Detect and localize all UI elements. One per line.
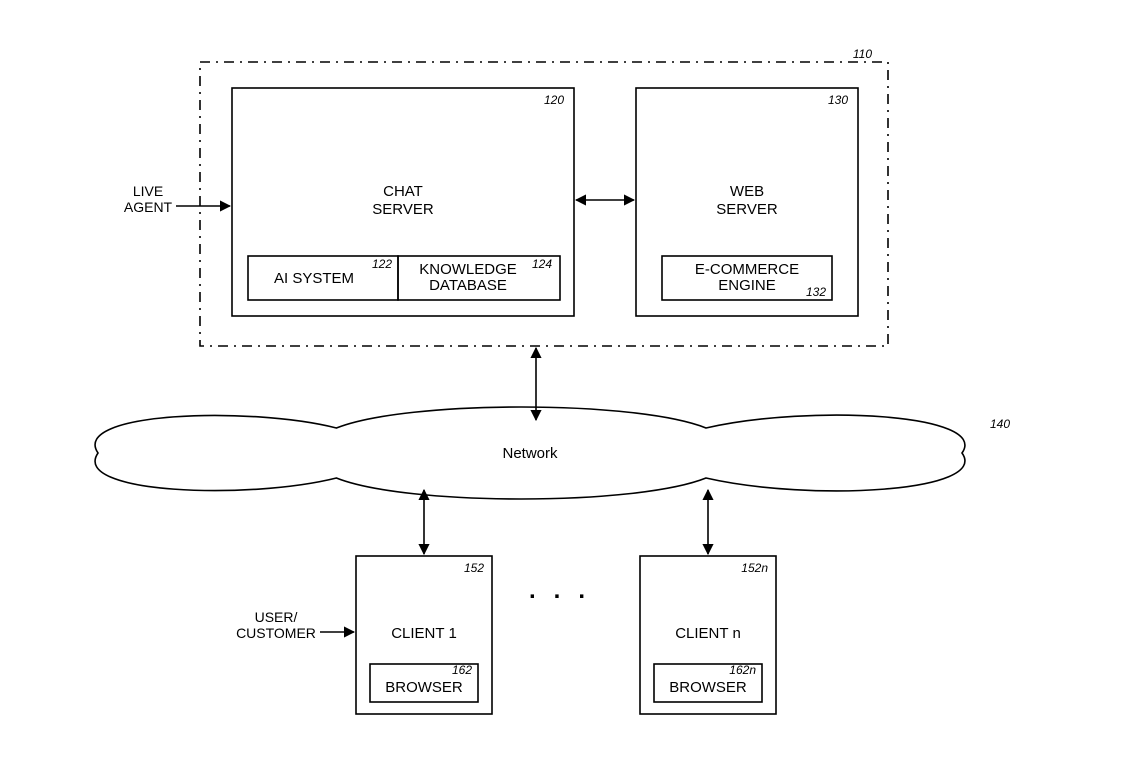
knowledge-db-label-1: KNOWLEDGE bbox=[419, 261, 517, 278]
clientn-browser-label: BROWSER bbox=[669, 679, 747, 696]
user-customer-label-2: CUSTOMER bbox=[236, 625, 316, 641]
knowledge-db-label-2: DATABASE bbox=[429, 277, 507, 294]
user-customer-label-1: USER/ bbox=[255, 609, 298, 625]
live-agent-label-2: AGENT bbox=[124, 199, 173, 215]
ref-162n: 162n bbox=[729, 663, 756, 677]
client1-browser-label: BROWSER bbox=[385, 679, 463, 696]
ai-system-label: AI SYSTEM bbox=[274, 270, 354, 287]
live-agent-label-1: LIVE bbox=[133, 183, 163, 199]
ecommerce-label-2: ENGINE bbox=[718, 277, 776, 294]
ref-120: 120 bbox=[544, 93, 564, 107]
ref-110: 110 bbox=[853, 47, 872, 61]
chat-server-label-1: CHAT bbox=[383, 183, 423, 200]
ref-122: 122 bbox=[372, 257, 392, 271]
ref-152n: 152n bbox=[741, 561, 768, 575]
ecommerce-label-1: E-COMMERCE bbox=[695, 261, 799, 278]
ref-152: 152 bbox=[464, 561, 484, 575]
ref-162: 162 bbox=[452, 663, 472, 677]
ref-124: 124 bbox=[532, 257, 552, 271]
web-server-label-1: WEB bbox=[730, 183, 764, 200]
chat-server-label-2: SERVER bbox=[372, 201, 434, 218]
clientn-label: CLIENT n bbox=[675, 625, 741, 642]
ref-132: 132 bbox=[806, 285, 826, 299]
web-server-label-2: SERVER bbox=[716, 201, 778, 218]
network-label: Network bbox=[502, 445, 558, 462]
client1-label: CLIENT 1 bbox=[391, 625, 457, 642]
ref-140: 140 bbox=[990, 417, 1010, 431]
clients-ellipsis: ... bbox=[529, 577, 603, 604]
ref-130: 130 bbox=[828, 93, 848, 107]
